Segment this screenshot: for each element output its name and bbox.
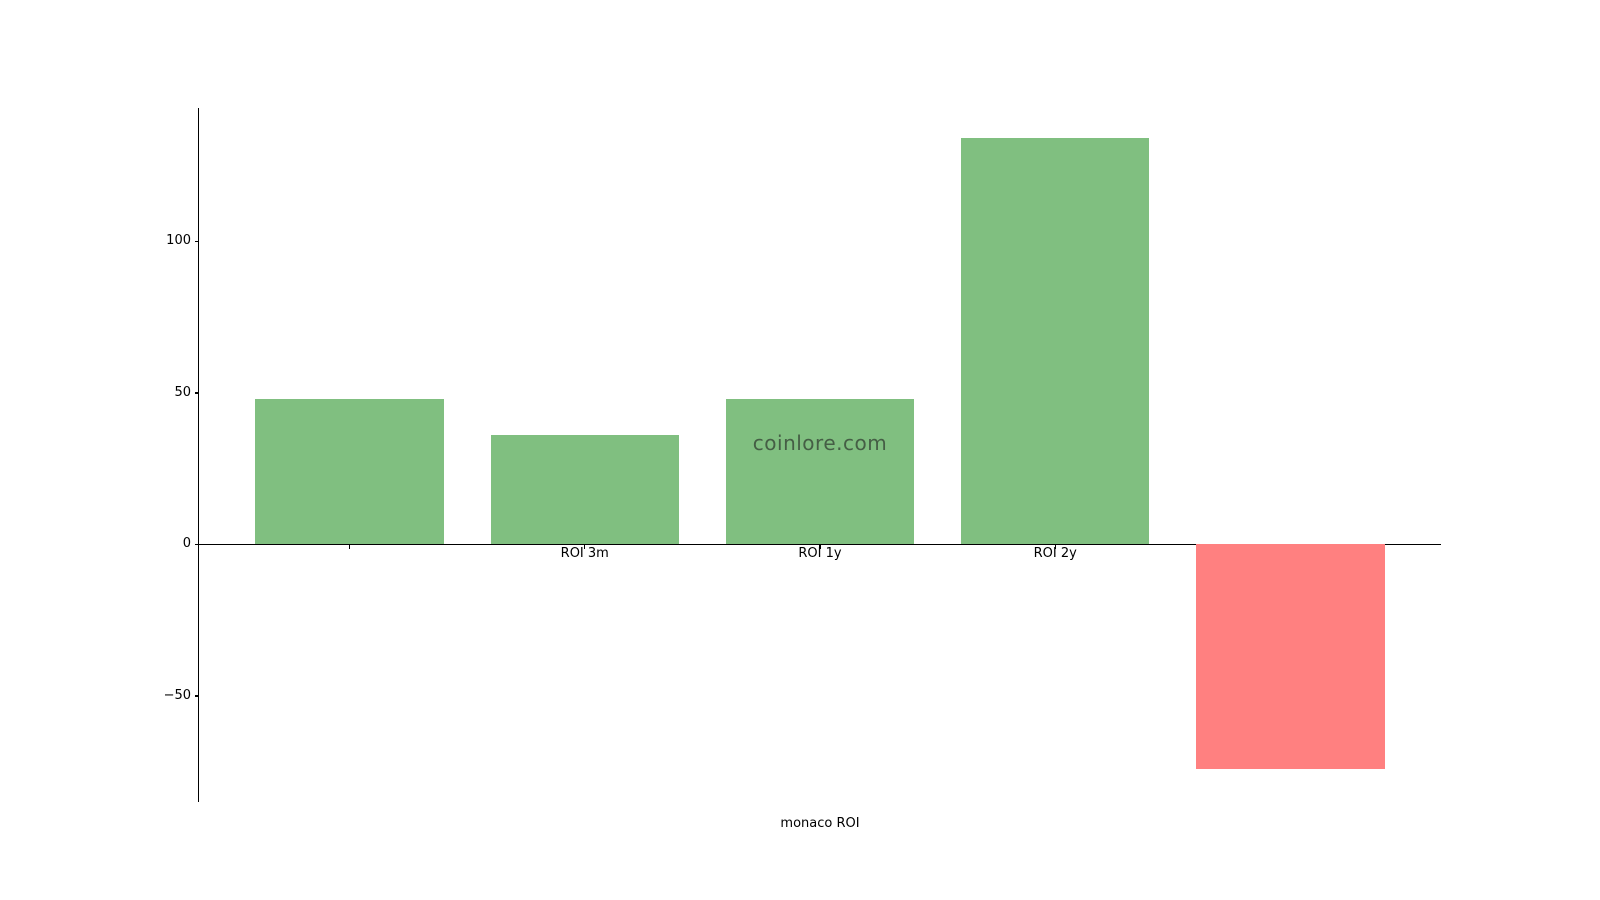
bar-2 bbox=[725, 398, 915, 545]
y-tick-label: −50 bbox=[163, 687, 191, 703]
y-tick-label: 100 bbox=[166, 233, 191, 249]
y-axis-line bbox=[198, 108, 200, 802]
bar-4 bbox=[1196, 544, 1385, 769]
y-tick-mark bbox=[194, 392, 199, 394]
y-tick-mark bbox=[194, 695, 199, 697]
x-tick-label: ROI 2y bbox=[1033, 546, 1077, 562]
x-tick-label: ROI 3m bbox=[560, 546, 609, 562]
watermark-text: coinlore.com bbox=[752, 431, 888, 455]
x-tick-mark bbox=[1054, 544, 1056, 549]
x-tick-mark bbox=[584, 544, 586, 549]
bar-3 bbox=[961, 138, 1150, 545]
x-axis-title: monaco ROI bbox=[780, 816, 860, 831]
bar-1 bbox=[490, 435, 679, 545]
bar-0 bbox=[255, 398, 444, 545]
y-tick-label: 0 bbox=[182, 536, 191, 552]
y-tick-mark bbox=[194, 543, 199, 546]
y-tick-mark bbox=[194, 240, 199, 243]
x-tick-mark bbox=[348, 544, 351, 549]
x-tick-mark bbox=[819, 544, 821, 549]
x-tick-label: ROI 1y bbox=[798, 546, 842, 562]
y-tick-label: 50 bbox=[174, 384, 191, 400]
